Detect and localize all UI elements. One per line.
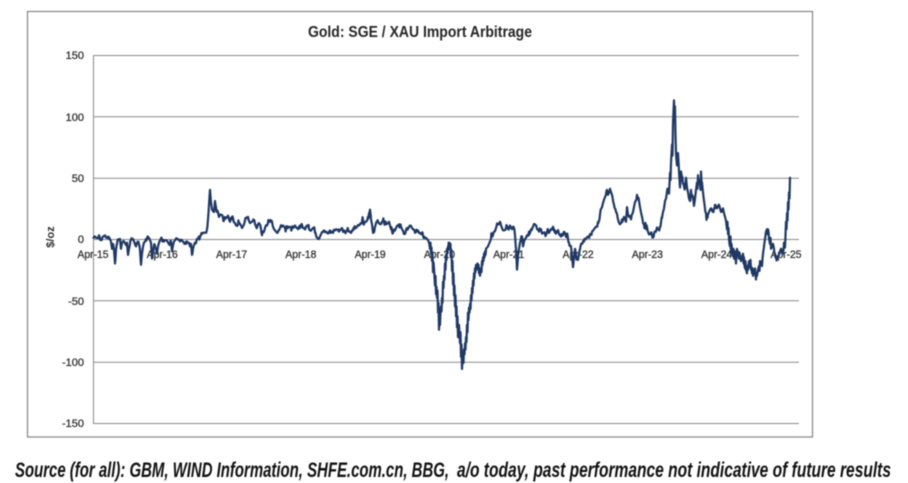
svg-text:Apr-23: Apr-23 — [632, 249, 663, 261]
svg-text:100: 100 — [66, 112, 84, 124]
svg-text:Apr-19: Apr-19 — [355, 249, 386, 261]
svg-text:a/o today, past performance no: a/o today, past performance not indicati… — [457, 458, 891, 482]
svg-text:-100: -100 — [62, 357, 84, 369]
svg-text:Apr-24: Apr-24 — [701, 249, 732, 261]
svg-text:Apr-18: Apr-18 — [285, 249, 316, 261]
svg-text:Source (for all): GBM, WIND In: Source (for all): GBM, WIND Information,… — [15, 458, 449, 482]
svg-text:50: 50 — [72, 173, 84, 185]
svg-text:Apr-16: Apr-16 — [147, 249, 178, 261]
svg-text:Gold: SGE / XAU Import Arbitra: Gold: SGE / XAU Import Arbitrage — [308, 24, 532, 41]
svg-text:150: 150 — [66, 50, 84, 62]
svg-text:Apr-17: Apr-17 — [216, 249, 247, 261]
svg-text:-50: -50 — [68, 296, 84, 308]
svg-text:0: 0 — [78, 234, 84, 246]
svg-text:Apr-15: Apr-15 — [78, 249, 109, 261]
svg-text:$/oz: $/oz — [45, 226, 57, 248]
svg-text:-150: -150 — [62, 418, 84, 430]
